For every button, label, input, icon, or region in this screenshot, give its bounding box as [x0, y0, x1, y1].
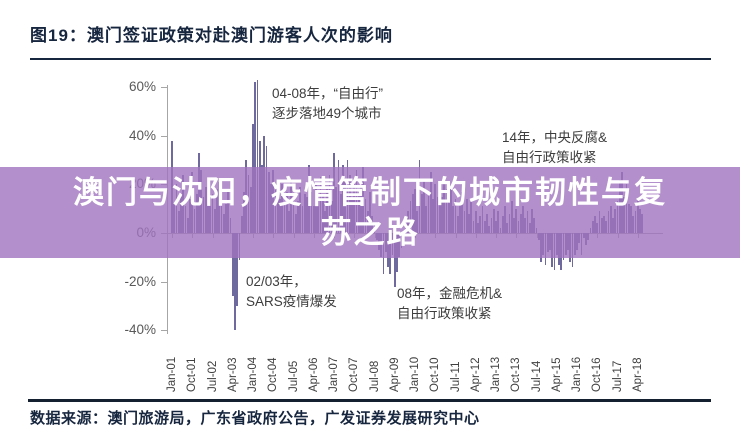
x-tick-label: Apr-06 — [307, 357, 320, 392]
top-divider — [30, 58, 711, 60]
x-tick-label: Oct-13 — [510, 357, 523, 392]
x-tick-label: Apr-15 — [550, 357, 563, 392]
x-tick-label: Apr-18 — [631, 357, 644, 392]
x-tick-label: Oct-01 — [186, 357, 199, 392]
bar — [254, 82, 257, 233]
bottom-divider — [28, 399, 711, 402]
x-tick-label: Jul-05 — [287, 360, 300, 392]
y-tick-label: -40% — [124, 322, 156, 338]
x-tick-label: Jan-16 — [571, 356, 583, 392]
x-tick-label: Apr-09 — [388, 357, 401, 392]
y-tick — [161, 135, 167, 137]
x-tick-label: Jan-04 — [247, 356, 259, 392]
annotation-free-travel-rollout: 04-08年，“自由行” 逐步落地49个城市 — [272, 84, 383, 124]
annotation-line: 04-08年，“自由行” — [272, 86, 384, 101]
data-source: 数据来源：澳门旅游局，广东省政府公告，广发证券发展研究中心 — [30, 410, 480, 427]
annotation-line: 自由行政策收紧 — [502, 150, 597, 165]
overlay-banner: 澳门与沈阳，疫情管制下的城市韧性与复 苏之路 — [0, 167, 740, 258]
x-tick-label: Apr-12 — [469, 357, 482, 392]
overlay-headline-line2: 苏之路 — [320, 214, 420, 250]
y-tick-label: 60% — [128, 79, 156, 95]
x-tick-label: Jul-02 — [206, 360, 219, 392]
x-tick-label: Jan-01 — [166, 356, 178, 392]
x-tick-label: Oct-07 — [348, 357, 361, 392]
x-tick-label: Jul-08 — [368, 360, 381, 392]
bar — [393, 233, 396, 287]
y-tick — [161, 281, 167, 283]
annotation-financial-crisis-2008: 08年，金融危机& 自由行政策收紧 — [397, 284, 502, 324]
annotation-line: SARS疫情爆发 — [246, 294, 337, 309]
x-tick-label: Oct-04 — [267, 357, 280, 392]
annotation-line: 自由行政策收紧 — [397, 306, 492, 321]
y-tick-label: 40% — [128, 127, 156, 143]
figure-title: 图19：澳门签证政策对赴澳门游客人次的影响 — [30, 26, 393, 45]
x-tick-label: Oct-16 — [591, 357, 604, 392]
overlay-headline-line1: 澳门与沈阳，疫情管制下的城市韧性与复 — [73, 174, 667, 210]
y-tick — [161, 330, 167, 332]
y-tick-label: -20% — [124, 273, 156, 289]
bar — [256, 79, 259, 233]
x-tick-label: Jul-17 — [611, 360, 624, 392]
x-tick-label: Jan-13 — [490, 356, 502, 392]
x-tick-label: Jul-14 — [530, 360, 543, 392]
annotation-sars-outbreak: 02/03年， SARS疫情爆发 — [246, 272, 337, 312]
bar — [231, 233, 234, 297]
annotation-line: 14年，中央反腐& — [502, 130, 608, 145]
annotation-line: 02/03年， — [246, 274, 307, 289]
annotation-line: 08年，金融危机& — [397, 286, 503, 301]
y-tick — [161, 87, 167, 89]
annotation-anticorruption-2014: 14年，中央反腐& 自由行政策收紧 — [502, 128, 607, 168]
x-tick-label: Jan-07 — [328, 356, 340, 392]
x-tick-label: Jul-11 — [449, 361, 462, 392]
x-tick-label: Jan-10 — [409, 356, 421, 392]
bar — [234, 233, 236, 331]
x-tick-label: Oct-10 — [429, 357, 442, 392]
x-tick-label: Apr-03 — [226, 357, 239, 392]
annotation-line: 逐步落地49个城市 — [272, 106, 382, 121]
bar — [236, 233, 239, 306]
